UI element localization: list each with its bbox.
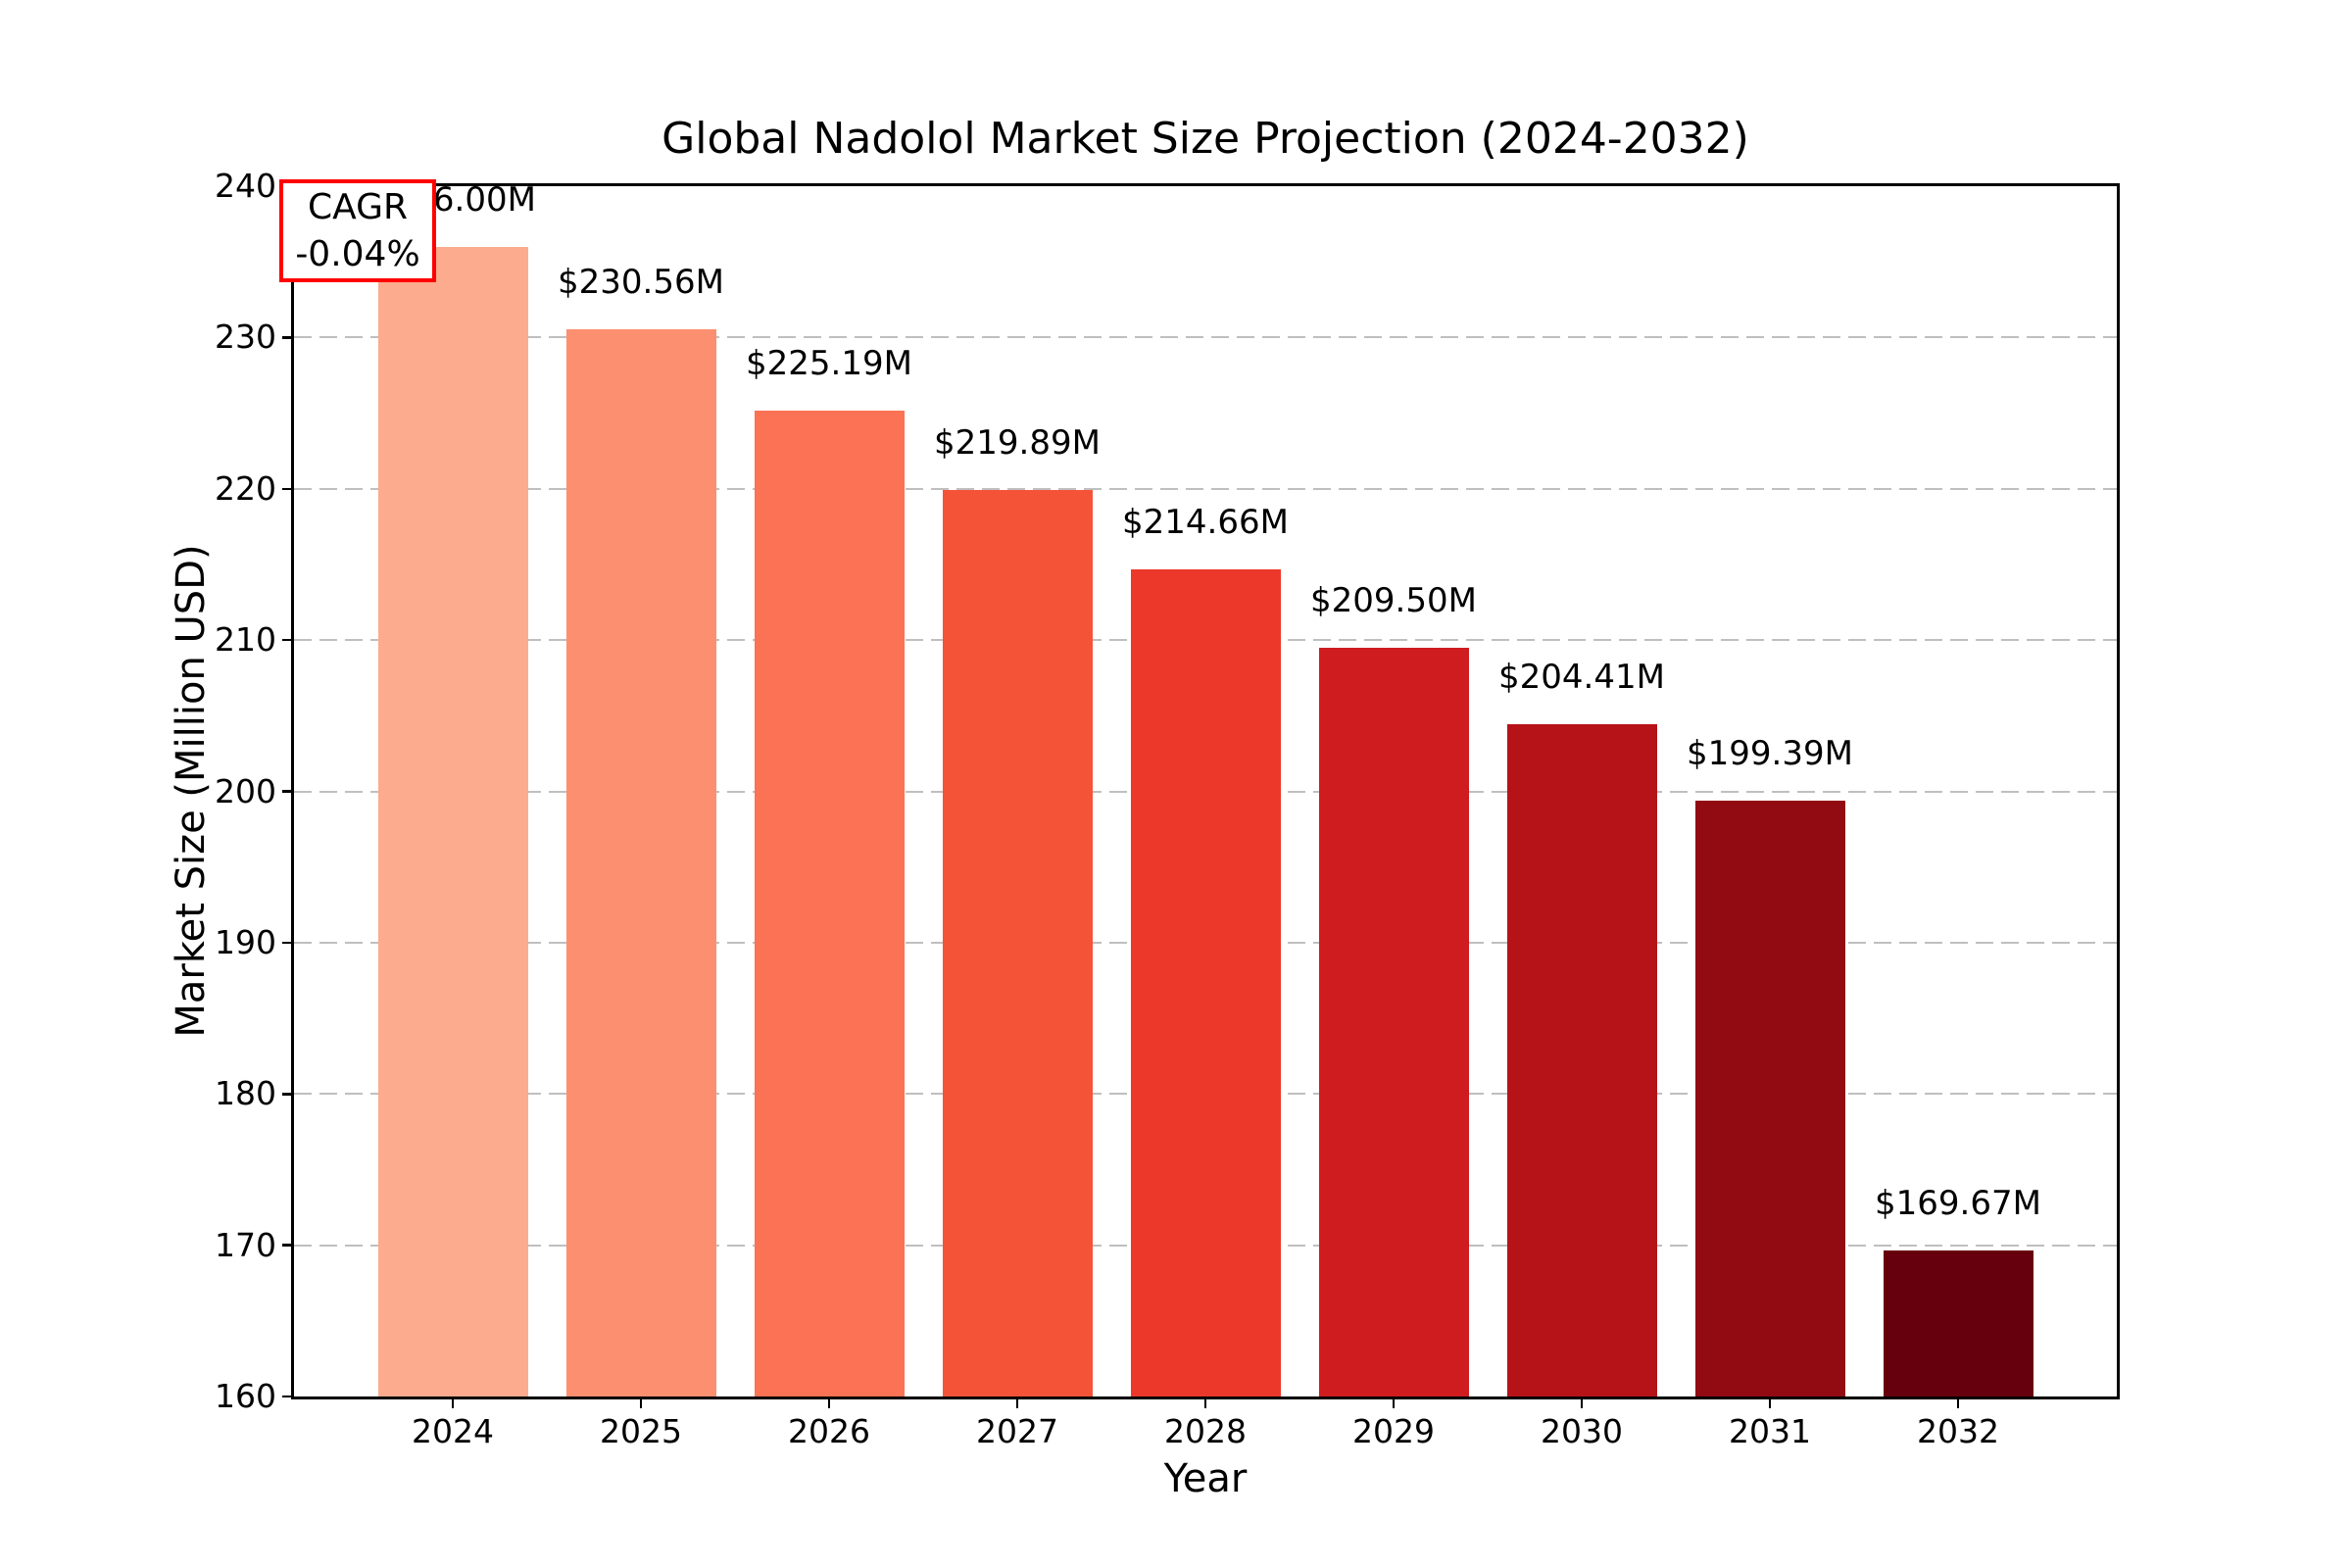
y-tick-mark-190 <box>282 941 294 945</box>
bar-value-label-2026: $225.19M <box>746 343 912 383</box>
bar-value-label-2028: $214.66M <box>1122 503 1289 543</box>
bar-value-label-2030: $204.41M <box>1498 658 1665 698</box>
x-tick-mark-2030 <box>1580 1396 1584 1408</box>
x-tick-mark-2025 <box>639 1396 643 1408</box>
bar-value-label-2031: $199.39M <box>1687 733 1853 773</box>
y-tick-mark-170 <box>282 1244 294 1247</box>
bar-value-label-2032: $169.67M <box>1875 1183 2041 1223</box>
y-tick-label-180: 180 <box>215 1074 276 1113</box>
x-tick-label-2025: 2025 <box>600 1412 682 1450</box>
x-tick-label-2024: 2024 <box>412 1412 494 1450</box>
bar-2029 <box>1318 647 1469 1396</box>
x-tick-label-2030: 2030 <box>1541 1412 1623 1450</box>
bar-2030 <box>1506 724 1657 1396</box>
x-tick-mark-2031 <box>1768 1396 1772 1408</box>
bar-value-label-2027: $219.89M <box>934 423 1101 464</box>
bar-value-label-2029: $209.50M <box>1310 580 1477 620</box>
x-axis-label: Year <box>1163 1456 1248 1501</box>
gridline-220 <box>294 487 2117 490</box>
bar-2025 <box>565 328 716 1396</box>
bar-2032 <box>1883 1250 2034 1396</box>
y-tick-label-190: 190 <box>215 922 276 961</box>
x-tick-mark-2028 <box>1203 1396 1207 1408</box>
y-tick-mark-200 <box>282 790 294 793</box>
bar-value-label-2025: $230.56M <box>558 262 724 302</box>
x-tick-mark-2027 <box>1015 1396 1019 1408</box>
bar-2031 <box>1694 800 1845 1396</box>
y-tick-label-170: 170 <box>215 1225 276 1264</box>
x-tick-label-2032: 2032 <box>1917 1412 1999 1450</box>
y-tick-mark-220 <box>282 487 294 490</box>
x-tick-label-2026: 2026 <box>788 1412 870 1450</box>
y-tick-mark-210 <box>282 638 294 642</box>
y-tick-mark-180 <box>282 1093 294 1096</box>
x-tick-label-2028: 2028 <box>1164 1412 1247 1450</box>
y-tick-mark-230 <box>282 336 294 339</box>
y-axis-label: Market Size (Million USD) <box>169 544 214 1038</box>
x-tick-label-2029: 2029 <box>1352 1412 1435 1450</box>
x-tick-mark-2024 <box>451 1396 455 1408</box>
y-tick-label-230: 230 <box>215 318 276 357</box>
bar-2026 <box>754 410 905 1396</box>
cagr-annotation-title: CAGR <box>307 186 409 227</box>
x-tick-label-2027: 2027 <box>976 1412 1058 1450</box>
x-tick-label-2031: 2031 <box>1729 1412 1811 1450</box>
y-tick-label-210: 210 <box>215 620 276 660</box>
bar-2028 <box>1130 569 1281 1396</box>
y-tick-mark-160 <box>282 1395 294 1398</box>
y-tick-label-220: 220 <box>215 468 276 508</box>
x-tick-mark-2032 <box>1956 1396 1960 1408</box>
bar-2024 <box>377 246 528 1396</box>
y-tick-label-160: 160 <box>215 1377 276 1415</box>
chart-title: Global Nadolol Market Size Projection (2… <box>662 114 1749 164</box>
cagr-annotation-box: CAGR -0.04% <box>279 179 436 282</box>
bar-2027 <box>942 490 1093 1396</box>
x-tick-mark-2029 <box>1392 1396 1396 1408</box>
x-tick-mark-2026 <box>827 1396 831 1408</box>
gridline-230 <box>294 336 2117 339</box>
cagr-annotation-value: -0.04% <box>295 233 420 274</box>
y-tick-label-240: 240 <box>215 167 276 205</box>
y-tick-label-200: 200 <box>215 771 276 810</box>
